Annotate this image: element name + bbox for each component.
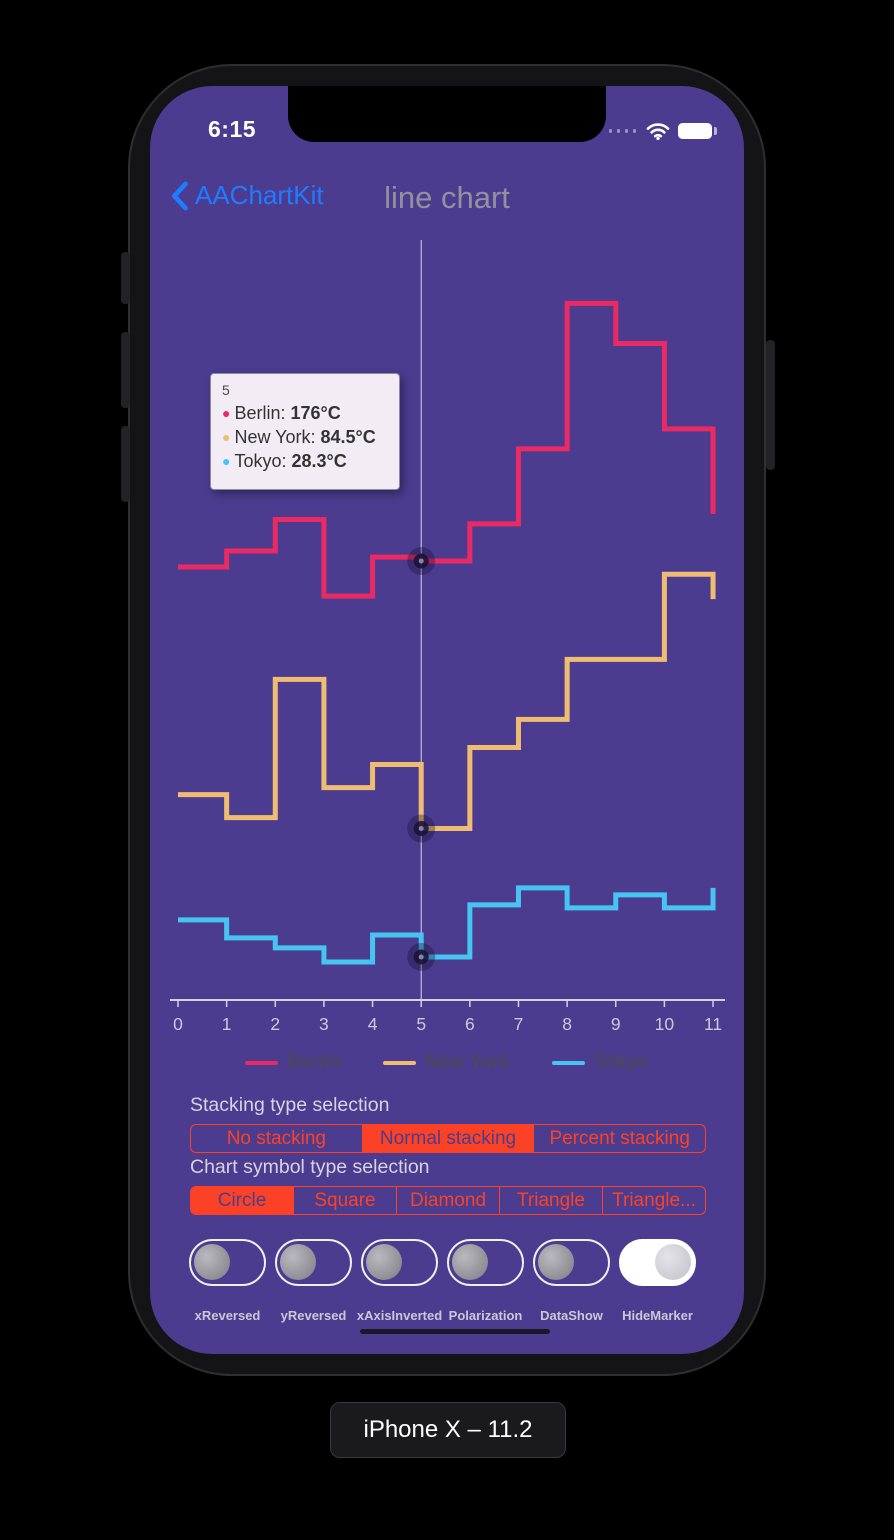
series-line-new-york[interactable] <box>178 571 716 832</box>
toggle-row <box>150 1239 744 1289</box>
volume-up-button[interactable] <box>121 332 130 408</box>
tooltip-lines: ● Berlin: 176°C ● New York: 84.5°C ● Tokyo: 2… <box>222 401 389 473</box>
device-label-text: iPhone X – 11.2 <box>363 1416 533 1443</box>
toggle-knob <box>538 1244 574 1280</box>
x-axis-label: 2 <box>270 1014 280 1034</box>
device-label: iPhone X – 11.2 <box>330 1402 566 1458</box>
phone-screen: 0 1 2 3 4 5 6 7 8 9 10 11 6:15 AAChartKit line char… <box>150 86 744 1354</box>
segment-circle[interactable]: Circle <box>191 1187 293 1214</box>
tooltip-line-tokyo: ● Tokyo: 28.3°C <box>222 451 347 471</box>
x-axis-label: 0 <box>173 1014 183 1034</box>
toggle-label-xreversed: xReversed <box>194 1308 261 1323</box>
toggle-label-yreversed: yReversed <box>280 1308 347 1323</box>
toggle-label-hidemarker: HideMarker <box>622 1308 693 1323</box>
legend-item-new-york[interactable]: New York <box>383 1052 510 1074</box>
legend-marker-line <box>245 1061 279 1065</box>
tooltip-line-berlin: ● Berlin: 176°C <box>222 403 341 423</box>
back-chevron-icon <box>172 180 188 211</box>
iphone-frame: 0 1 2 3 4 5 6 7 8 9 10 11 6:15 AAChartKit line char… <box>121 64 775 1376</box>
segment-diamond[interactable]: Diamond <box>396 1187 499 1214</box>
hover-marker-dot <box>418 826 424 832</box>
chart-tooltip: 5 ● Berlin: 176°C ● New York: 84.5°C ● Tokyo:… <box>210 373 400 490</box>
tooltip-line-new-york: ● New York: 84.5°C <box>222 427 376 447</box>
toggle-datashow[interactable] <box>533 1239 610 1286</box>
toggle-label-polarization: Polarization <box>448 1308 523 1323</box>
toggle-knob <box>366 1244 402 1280</box>
series-line-berlin[interactable] <box>178 300 716 599</box>
stacking-section-label: Stacking type selection <box>190 1094 390 1116</box>
scroll-indicator[interactable] <box>360 1329 550 1334</box>
toggle-label-datashow: DataShow <box>540 1308 603 1323</box>
mute-switch[interactable] <box>121 252 130 304</box>
segment-normal-stacking[interactable]: Normal stacking <box>361 1125 534 1152</box>
x-axis-label: 1 <box>222 1014 232 1034</box>
notch <box>288 86 606 142</box>
x-axis-label: 4 <box>368 1014 378 1034</box>
x-axis-label: 6 <box>465 1014 475 1034</box>
series-bullet-icon: ● <box>222 429 231 445</box>
status-icons <box>608 122 717 140</box>
toggle-yreversed[interactable] <box>275 1239 352 1286</box>
toggle-hidemarker[interactable] <box>619 1239 696 1286</box>
legend-item-berlin[interactable]: Berlin <box>245 1052 341 1074</box>
segment-no-stacking[interactable]: No stacking <box>226 1127 326 1149</box>
tooltip-category: 5 <box>222 382 230 398</box>
x-axis-label: 9 <box>611 1014 621 1034</box>
toggle-knob <box>280 1244 316 1280</box>
toggle-xreversed[interactable] <box>189 1239 266 1286</box>
toggle-polarization[interactable] <box>447 1239 524 1286</box>
line-chart[interactable]: 0 1 2 3 4 5 6 7 8 9 10 11 <box>150 86 744 1354</box>
x-axis-label: 11 <box>704 1014 722 1034</box>
legend-item-tokyo[interactable]: Tokyo <box>552 1052 649 1074</box>
toggle-knob <box>452 1244 488 1280</box>
series-bullet-icon: ● <box>222 405 231 421</box>
toggle-knob <box>194 1244 230 1280</box>
toggle-label-xaxisinverted: xAxisInverted <box>356 1308 443 1323</box>
battery-icon <box>678 123 717 139</box>
toggle-knob <box>655 1244 691 1280</box>
x-axis-label: 8 <box>562 1014 572 1034</box>
legend-label: New York <box>425 1052 511 1073</box>
series-line-tokyo[interactable] <box>178 885 716 965</box>
hover-marker-dot <box>418 558 424 564</box>
segment-percent-stacking[interactable]: Percent stacking <box>533 1125 705 1152</box>
wifi-icon <box>646 123 670 140</box>
power-button[interactable] <box>766 340 775 470</box>
toggle-label-row: xReversed yReversed xAxisInverted Polarizat… <box>150 1308 744 1328</box>
back-button[interactable]: AAChartKit <box>170 180 324 211</box>
x-axis-label: 5 <box>416 1014 426 1034</box>
status-time: 6:15 <box>208 116 257 142</box>
nav-title: line chart <box>384 180 510 215</box>
x-axis-label: 3 <box>319 1014 329 1034</box>
symbol-section-label: Chart symbol type selection <box>190 1156 430 1178</box>
segment-triangle[interactable]: Triangle... <box>602 1187 705 1214</box>
stacking-segmented-control: No stacking Normal stacking Percent stacki… <box>190 1124 706 1153</box>
volume-down-button[interactable] <box>121 426 130 502</box>
hover-marker-dot <box>418 954 424 960</box>
chart-legend: Berlin New York Tokyo <box>150 1052 744 1074</box>
x-axis-label: 7 <box>514 1014 524 1034</box>
segment-triangle[interactable]: Triangle <box>499 1187 602 1214</box>
x-axis-label: 10 <box>655 1014 675 1034</box>
legend-marker-line <box>383 1061 417 1065</box>
signal-dots-icon <box>608 129 636 133</box>
segment-square[interactable]: Square <box>293 1187 396 1214</box>
symbol-segmented-control: Circle Square Diamond Triangle Triangle... <box>190 1186 706 1215</box>
legend-marker-line <box>552 1061 586 1065</box>
legend-label: Tokyo <box>594 1052 649 1073</box>
series-bullet-icon: ● <box>222 453 231 469</box>
legend-label: Berlin <box>287 1052 342 1073</box>
toggle-xaxisinverted[interactable] <box>361 1239 438 1286</box>
back-button-label: AAChartKit <box>195 180 324 210</box>
